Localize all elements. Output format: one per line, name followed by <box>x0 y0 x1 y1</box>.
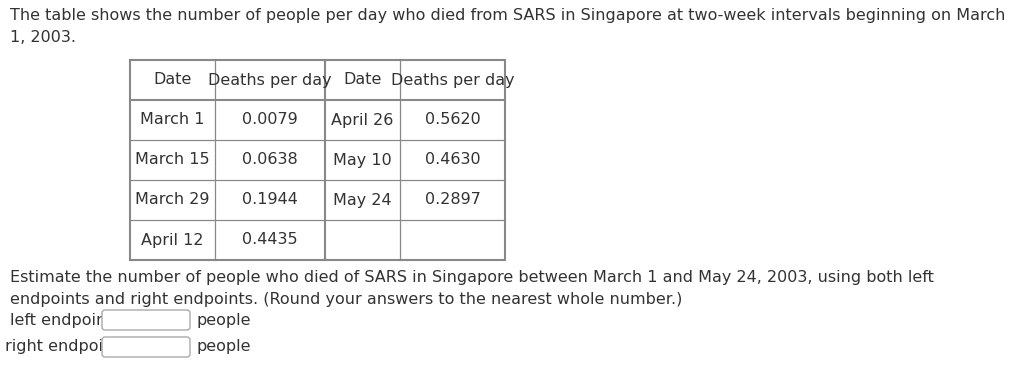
Text: Date: Date <box>154 73 191 87</box>
Text: Deaths per day: Deaths per day <box>391 73 514 87</box>
Text: 0.5620: 0.5620 <box>425 113 480 127</box>
Text: right endpoint: right endpoint <box>5 339 120 355</box>
Text: March 29: March 29 <box>135 193 210 207</box>
Text: 0.4630: 0.4630 <box>425 153 480 167</box>
Text: 0.1944: 0.1944 <box>242 193 298 207</box>
Text: April 12: April 12 <box>141 233 204 247</box>
Text: left endpoint: left endpoint <box>10 312 113 327</box>
Text: people: people <box>196 312 251 327</box>
Text: May 24: May 24 <box>333 193 392 207</box>
Text: May 10: May 10 <box>333 153 392 167</box>
Text: Deaths per day: Deaths per day <box>208 73 332 87</box>
Text: 0.0079: 0.0079 <box>242 113 298 127</box>
Bar <box>130 60 505 260</box>
Text: 0.2897: 0.2897 <box>425 193 480 207</box>
FancyBboxPatch shape <box>102 310 190 330</box>
Bar <box>130 60 505 260</box>
Text: 0.4435: 0.4435 <box>243 233 298 247</box>
Text: April 26: April 26 <box>332 113 393 127</box>
Text: March 1: March 1 <box>140 113 205 127</box>
Text: 0.0638: 0.0638 <box>242 153 298 167</box>
FancyBboxPatch shape <box>102 337 190 357</box>
Text: March 15: March 15 <box>135 153 210 167</box>
Text: Date: Date <box>343 73 382 87</box>
Text: people: people <box>196 339 251 355</box>
Text: The table shows the number of people per day who died from SARS in Singapore at : The table shows the number of people per… <box>10 8 1006 45</box>
Text: Estimate the number of people who died of SARS in Singapore between March 1 and : Estimate the number of people who died o… <box>10 270 934 306</box>
